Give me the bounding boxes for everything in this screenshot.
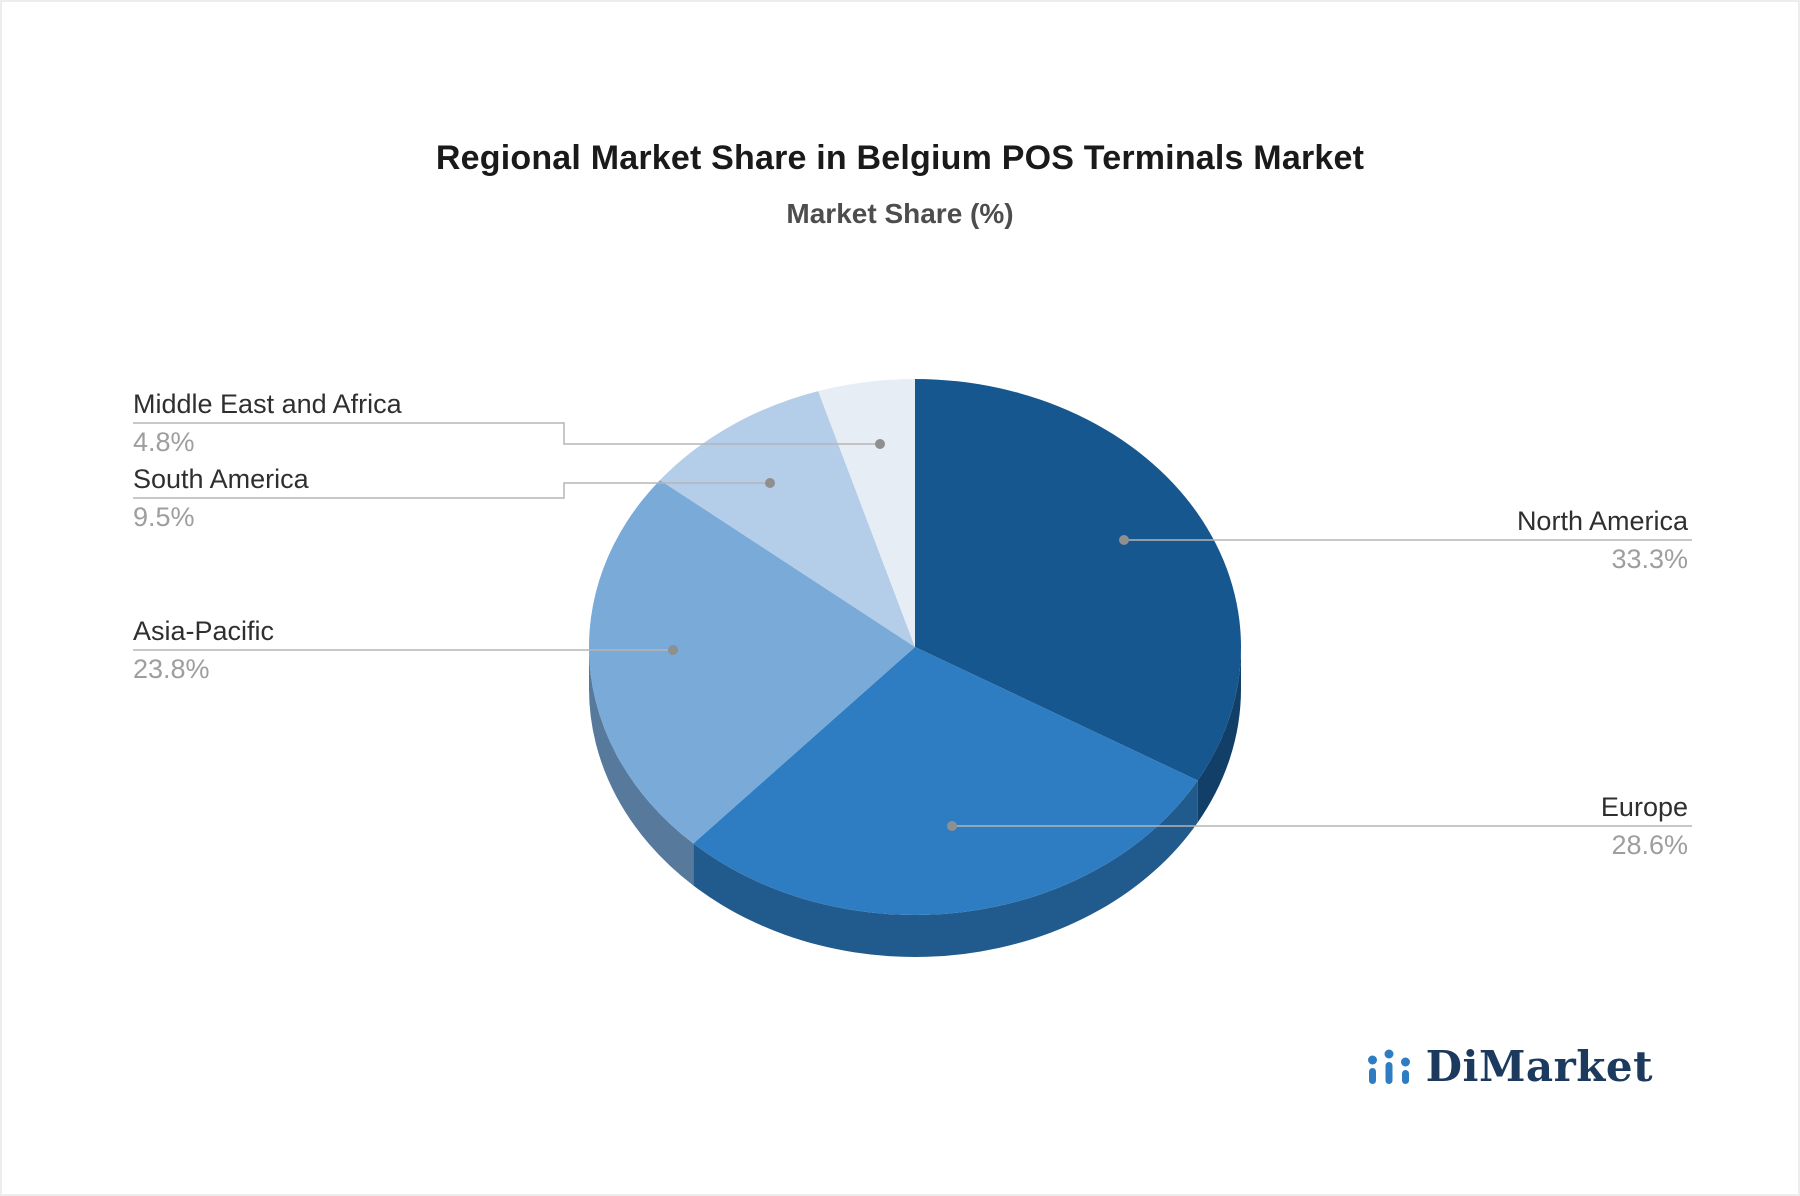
pie-slice-side — [1197, 647, 1241, 823]
pie-slice-south-america — [659, 391, 915, 647]
leader-line — [133, 482, 770, 499]
leader-dot — [947, 821, 957, 831]
pie-slice-middle-east-and-africa — [818, 379, 915, 647]
brand-name: DiMarket — [1425, 1042, 1653, 1091]
chart-title: Regional Market Share in Belgium POS Ter… — [435, 139, 1365, 177]
leader-dot — [1119, 535, 1129, 545]
brand-logo: DiMarket — [1366, 1042, 1653, 1091]
pie-slice-europe — [693, 647, 1198, 915]
pie-slice-side — [589, 647, 694, 886]
bar-chart-icon — [1367, 1049, 1410, 1084]
leader-dot — [875, 439, 885, 449]
leader-dot — [765, 478, 775, 488]
pie-slice-north-america — [915, 379, 1242, 781]
leader-dot — [668, 645, 678, 655]
pie-slice-asia-pacific — [589, 480, 915, 844]
pie-slice-side — [693, 780, 1198, 957]
leader-line — [133, 422, 880, 445]
chart-subtitle: Market Share (%) — [786, 198, 1014, 229]
